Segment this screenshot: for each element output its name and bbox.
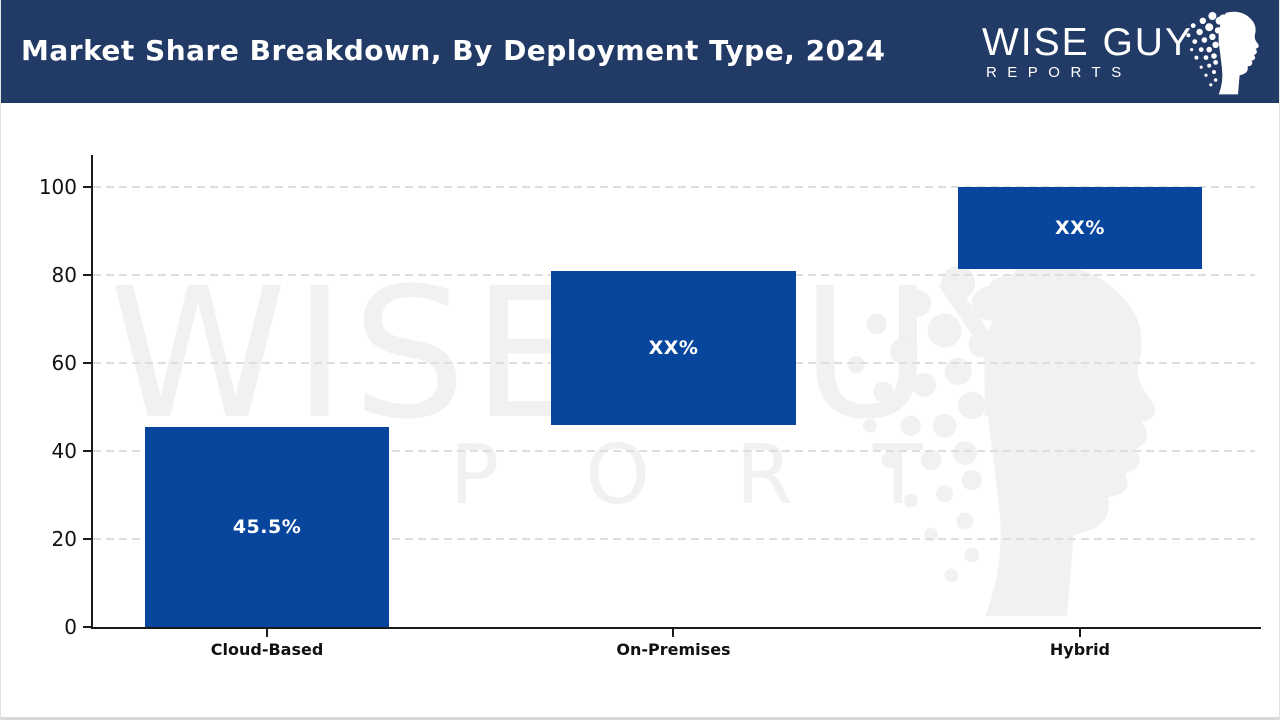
y-tick-label: 40 — [51, 439, 77, 464]
chart-canvas: WISE GUY REPORTS 0 20 40 60 80 100 45.5% Cloud-… — [1, 103, 1279, 717]
logo-head-icon — [1186, 11, 1259, 95]
y-tick-mark — [83, 450, 91, 453]
bar-value-label: XX% — [1055, 216, 1105, 239]
bar-segment: XX% — [551, 270, 796, 425]
y-tick-label: 20 — [51, 527, 77, 552]
plot-area: 0 20 40 60 80 100 45.5% Cloud-Based XX% On-Premis… — [39, 155, 1261, 659]
x-axis-label: Hybrid — [1049, 640, 1111, 659]
bar-segment: 45.5% — [144, 426, 390, 627]
x-axis-label: Cloud-Based — [210, 640, 324, 659]
brand-logo: WISE GUY REPORTS — [982, 8, 1265, 96]
gridline — [93, 450, 1256, 453]
x-tick-mark — [1078, 629, 1081, 637]
logo-wordmark: WISE GUY REPORTS — [981, 20, 1193, 82]
y-tick-label: 60 — [51, 351, 77, 376]
gridline — [93, 538, 1256, 541]
x-axis-label: On-Premises — [616, 640, 731, 659]
logo-wordmark-main: WISE GUY — [981, 20, 1193, 64]
y-tick-mark — [83, 274, 91, 277]
bar-value-label: XX% — [648, 336, 699, 359]
y-tick-mark — [83, 538, 91, 541]
header-bar: Market Share Breakdown, By Deployment Ty… — [1, 0, 1279, 103]
y-tick-mark — [83, 626, 91, 628]
y-tick-mark — [83, 362, 91, 365]
x-tick-mark — [266, 629, 269, 637]
y-tick-label: 0 — [64, 615, 77, 639]
gridline — [93, 186, 1256, 189]
y-tick-mark — [83, 186, 91, 189]
bar-segment: XX% — [957, 187, 1202, 269]
y-tick-label: 80 — [51, 263, 77, 288]
x-tick-mark — [672, 629, 675, 637]
y-tick-label: 100 — [38, 175, 77, 200]
bar-value-label: 45.5% — [232, 515, 302, 538]
page-title: Market Share Breakdown, By Deployment Ty… — [21, 34, 886, 67]
logo-wordmark-sub: REPORTS — [985, 64, 1132, 82]
